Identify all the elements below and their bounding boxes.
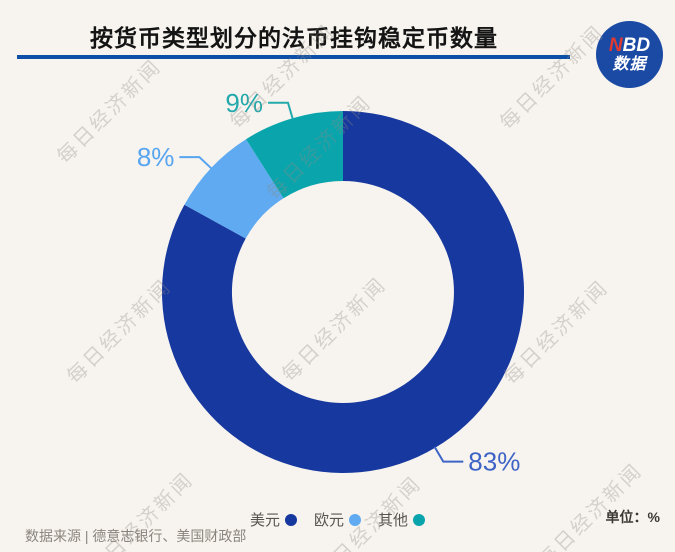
legend-dot-2 xyxy=(413,513,426,526)
label-line-1 xyxy=(179,156,213,170)
percent-label-0: 83% xyxy=(468,447,520,477)
legend-item-2: 其他 xyxy=(378,509,426,530)
legend-label-1: 欧元 xyxy=(313,512,344,529)
data-source-text: 数据来源 | 德意志银行、美国财政部 xyxy=(25,528,247,544)
nbd-logo-text: NBD xyxy=(609,36,650,55)
unit-label: 单位：% xyxy=(605,509,660,525)
legend-dot-1 xyxy=(349,513,361,526)
legend-item-0: 美元 xyxy=(250,509,297,530)
chart-legend: 美元 欧元 其他 xyxy=(0,509,675,530)
nbd-logo: NBD 数据 xyxy=(596,21,663,88)
donut-segment-2 xyxy=(246,111,343,199)
legend-label-2: 其他 xyxy=(378,512,409,529)
label-line-2 xyxy=(268,101,294,120)
nbd-logo-n: N xyxy=(608,35,623,56)
nbd-logo-subtext: 数据 xyxy=(612,56,647,73)
donut-segment-0 xyxy=(162,111,525,473)
title-underline xyxy=(17,55,570,59)
nbd-logo-bd: BD xyxy=(622,35,651,56)
label-line-0 xyxy=(433,446,464,463)
legend-item-1: 欧元 xyxy=(314,509,361,530)
legend-label-0: 美元 xyxy=(249,512,280,529)
legend-dot-0 xyxy=(284,513,297,526)
donut-segment-1 xyxy=(184,139,284,239)
percent-label-2: 9% xyxy=(225,88,263,118)
percent-label-1: 8% xyxy=(137,142,175,172)
page-title: 按货币类型划分的法币挂钩稳定币数量 xyxy=(90,25,498,51)
